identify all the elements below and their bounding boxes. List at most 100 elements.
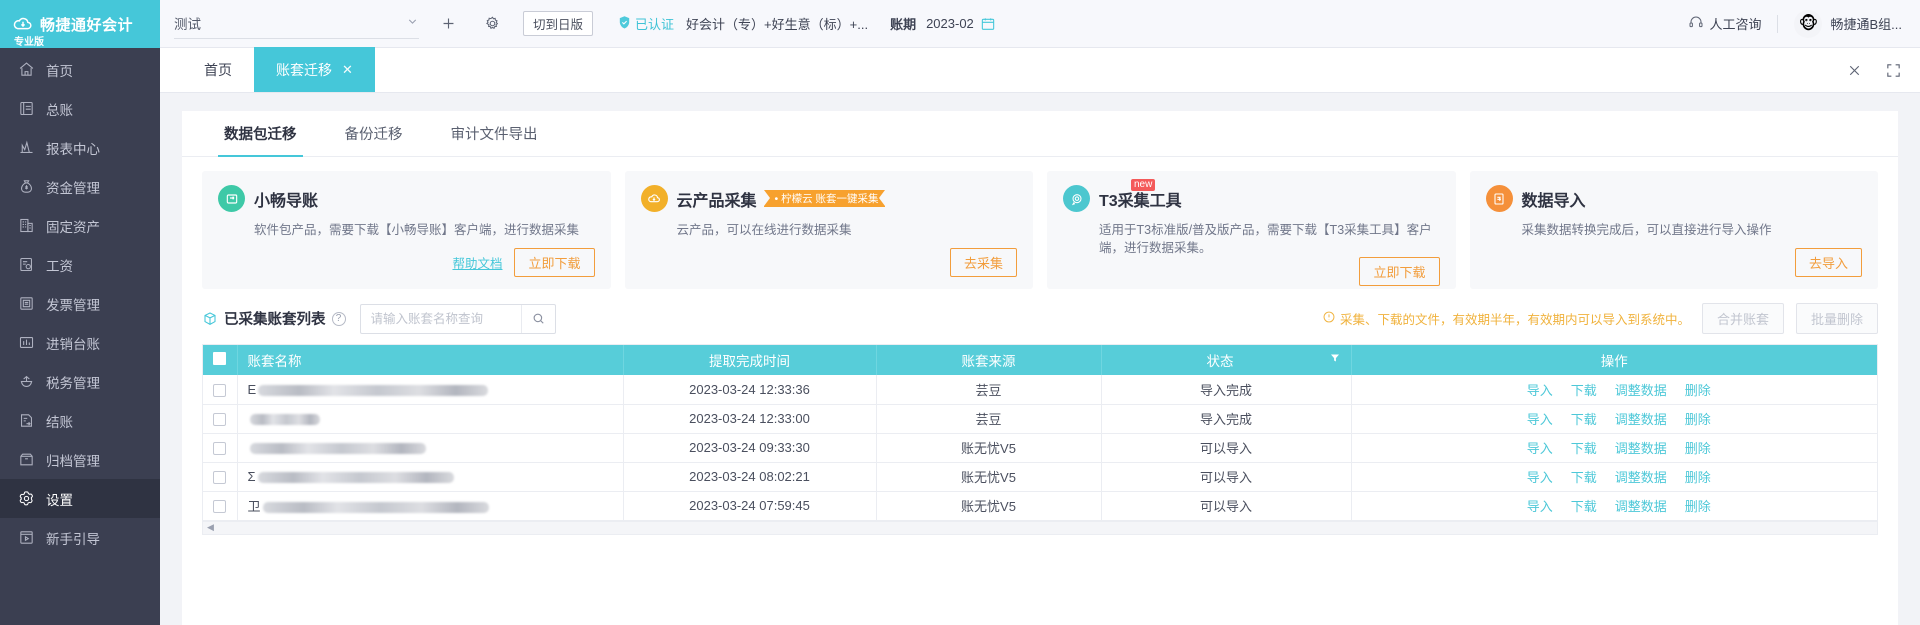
fullscreen-icon[interactable] xyxy=(1885,62,1902,79)
tab-account-migration[interactable]: 账套迁移 ✕ xyxy=(254,47,375,92)
table-row[interactable]: Σ 2023-03-24 08:02:21 账无忧V5 可以导入 导入 下载 调整数… xyxy=(203,462,1877,492)
sidebar-item-purchase-sales-ledger[interactable]: 进销台账 xyxy=(0,323,160,362)
op-delete-link[interactable]: 删除 xyxy=(1684,499,1711,514)
cell-extract-time: 2023-03-24 07:59:45 xyxy=(623,491,877,521)
table-row[interactable]: 2023-03-24 09:33:30 账无忧V5 可以导入 导入 下载 调整数据 删… xyxy=(203,433,1877,463)
cell-account-name: 卫 xyxy=(237,491,624,521)
tab-home[interactable]: 首页 xyxy=(182,47,254,92)
support-button[interactable]: 人工咨询 xyxy=(1688,14,1761,33)
op-download-link[interactable]: 下载 xyxy=(1570,382,1597,398)
select-all-header[interactable] xyxy=(203,345,238,375)
op-download-link[interactable]: 下载 xyxy=(1570,499,1597,514)
tab-data-package-migration[interactable]: 数据包迁移 xyxy=(200,111,321,157)
account-set-table: 账套名称 提取完成时间 账套来源 状态 操作 xyxy=(202,344,1878,521)
op-import-link[interactable]: 导入 xyxy=(1526,470,1553,485)
sidebar-item-invoice[interactable]: 发票管理 xyxy=(0,284,160,323)
brand-subtitle: 专业版 xyxy=(14,37,44,48)
op-adjust-data-link[interactable]: 调整数据 xyxy=(1614,441,1667,456)
tax-icon xyxy=(18,373,35,390)
tab-backup-migration[interactable]: 备份迁移 xyxy=(321,111,427,156)
sidebar-item-ledger[interactable]: 总账 xyxy=(0,89,160,128)
filter-icon[interactable] xyxy=(1329,352,1341,367)
row-checkbox[interactable] xyxy=(213,413,227,427)
table-row[interactable]: E 2023-03-24 12:33:36 芸豆 导入完成 导入 下载 调整数据 删除 xyxy=(203,375,1877,405)
period-value[interactable]: 2023-02 xyxy=(926,16,974,31)
table-row[interactable]: 2023-03-24 12:33:00 芸豆 导入完成 导入 下载 调整数据 删除 xyxy=(203,404,1877,434)
sidebar-item-report-center[interactable]: 报表中心 xyxy=(0,128,160,167)
column-header-source[interactable]: 账套来源 xyxy=(876,345,1102,375)
row-checkbox[interactable] xyxy=(213,442,227,456)
account-name-prefix: 卫 xyxy=(247,499,261,514)
scroll-left-arrow-icon[interactable]: ◀ xyxy=(207,522,214,532)
download-now-button[interactable]: 立即下载 xyxy=(514,248,595,277)
user-menu[interactable]: 🐵 畅捷通B组... xyxy=(1794,9,1902,38)
cell-operations: 导入 下载 调整数据 删除 xyxy=(1351,433,1877,463)
op-adjust-data-link[interactable]: 调整数据 xyxy=(1614,499,1667,514)
column-header-name[interactable]: 账套名称 xyxy=(237,345,624,375)
batch-delete-button[interactable]: 批量删除 xyxy=(1795,303,1878,334)
op-import-link[interactable]: 导入 xyxy=(1526,382,1553,398)
report-chart-icon xyxy=(18,139,35,156)
go-collect-button[interactable]: 去采集 xyxy=(949,248,1017,277)
cell-status: 可以导入 xyxy=(1101,462,1352,492)
merge-account-sets-button[interactable]: 合并账套 xyxy=(1701,303,1784,334)
card-title: T3采集工具 xyxy=(1099,192,1182,210)
ledger-icon xyxy=(18,100,35,117)
download-now-button[interactable]: 立即下载 xyxy=(1359,257,1440,286)
op-import-link[interactable]: 导入 xyxy=(1526,441,1553,456)
sidebar-item-archive-management[interactable]: 归档管理 xyxy=(0,440,160,479)
op-adjust-data-link[interactable]: 调整数据 xyxy=(1614,382,1667,398)
row-checkbox-cell[interactable] xyxy=(203,491,238,521)
row-checkbox[interactable] xyxy=(213,500,227,514)
sidebar-item-settings[interactable]: 设置 xyxy=(0,479,160,518)
row-checkbox[interactable] xyxy=(213,471,227,485)
sidebar-item-beginner-guide[interactable]: 新手引导 xyxy=(0,518,160,557)
sidebar-item-fixed-assets[interactable]: 固定资产 xyxy=(0,206,160,245)
row-checkbox-cell[interactable] xyxy=(203,433,238,463)
plus-icon[interactable] xyxy=(433,9,463,39)
op-delete-link[interactable]: 删除 xyxy=(1684,441,1711,456)
sidebar-item-payroll[interactable]: 工资 xyxy=(0,245,160,284)
sidebar-item-checkout[interactable]: 结账 xyxy=(0,401,160,440)
switch-old-version-button[interactable]: 切到日版 xyxy=(523,11,594,36)
sidebar-item-label: 首页 xyxy=(46,63,73,79)
sidebar-item-home[interactable]: 首页 xyxy=(0,50,160,89)
help-doc-link[interactable]: 帮助文档 xyxy=(452,257,503,271)
close-icon[interactable]: ✕ xyxy=(342,61,353,77)
close-icon[interactable] xyxy=(1846,62,1863,79)
op-delete-link[interactable]: 删除 xyxy=(1684,470,1711,485)
organization-select[interactable]: 测试 xyxy=(174,9,419,39)
search-icon[interactable] xyxy=(520,304,555,333)
horizontal-scrollbar[interactable]: ◀ xyxy=(202,520,1878,535)
op-import-link[interactable]: 导入 xyxy=(1526,499,1553,514)
op-adjust-data-link[interactable]: 调整数据 xyxy=(1614,470,1667,485)
op-import-link[interactable]: 导入 xyxy=(1526,412,1553,427)
gear-icon[interactable] xyxy=(477,9,507,39)
verified-badge[interactable]: 已认证 xyxy=(617,14,674,33)
calendar-icon[interactable] xyxy=(980,16,996,32)
select-all-checkbox[interactable] xyxy=(213,352,227,365)
table-row[interactable]: 卫 2023-03-24 07:59:45 账无忧V5 可以导入 导入 下载 调整数… xyxy=(203,491,1877,521)
op-delete-link[interactable]: 删除 xyxy=(1684,412,1711,427)
question-icon[interactable]: ? xyxy=(331,311,346,326)
column-header-status[interactable]: 状态 xyxy=(1101,345,1352,375)
product-list-label[interactable]: 好会计（专）+好生意（标）+... xyxy=(686,17,869,32)
row-checkbox[interactable] xyxy=(213,383,227,397)
card-t3-collection-tool: T3采集工具 new 适用于T3标准版/普及版产品，需要下载【T3采集工具】客户… xyxy=(1047,171,1456,289)
tab-audit-file-export[interactable]: 审计文件导出 xyxy=(427,111,562,156)
op-download-link[interactable]: 下载 xyxy=(1570,470,1597,485)
search-input[interactable] xyxy=(360,304,521,333)
card-title: 小畅导账 xyxy=(254,192,319,210)
row-checkbox-cell[interactable] xyxy=(203,462,238,492)
sidebar-item-tax-management[interactable]: 税务管理 xyxy=(0,362,160,401)
column-header-time[interactable]: 提取完成时间 xyxy=(623,345,877,375)
sidebar-item-fund-management[interactable]: 资金管理 xyxy=(0,167,160,206)
op-adjust-data-link[interactable]: 调整数据 xyxy=(1614,412,1667,427)
row-checkbox-cell[interactable] xyxy=(203,375,238,405)
op-download-link[interactable]: 下载 xyxy=(1570,412,1597,427)
op-delete-link[interactable]: 删除 xyxy=(1684,382,1711,398)
row-checkbox-cell[interactable] xyxy=(203,404,238,434)
go-import-button[interactable]: 去导入 xyxy=(1794,248,1862,277)
sidebar-item-label: 税务管理 xyxy=(46,375,100,391)
op-download-link[interactable]: 下载 xyxy=(1570,441,1597,456)
